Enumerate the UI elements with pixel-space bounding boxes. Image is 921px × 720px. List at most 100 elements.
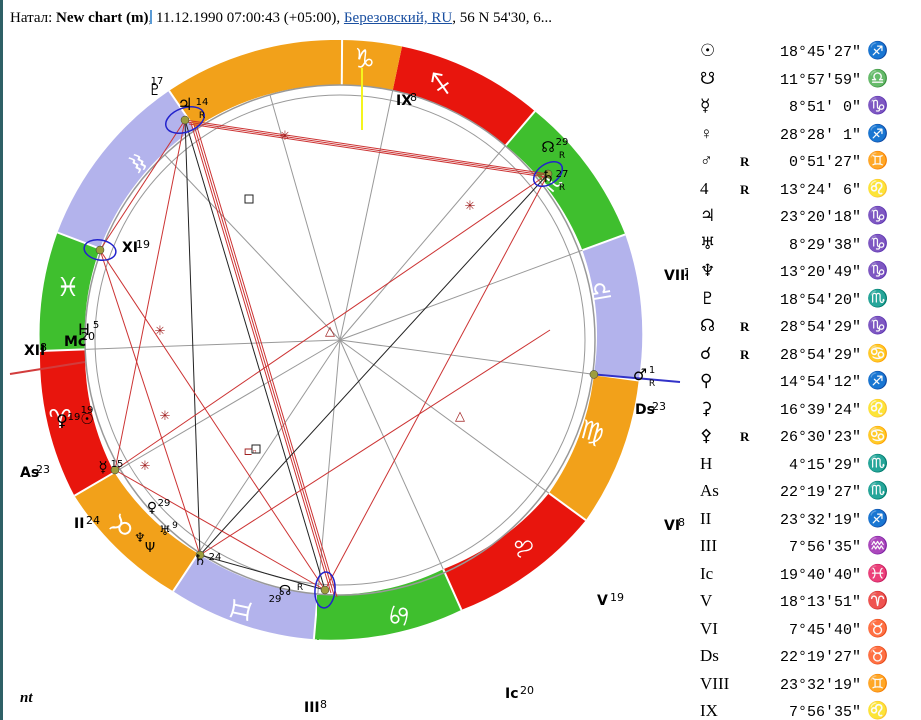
row-glyph: ☋	[700, 66, 740, 92]
svg-text:24: 24	[684, 266, 688, 279]
row-glyph: ♃	[700, 203, 740, 229]
row-glyph: VI	[700, 616, 740, 642]
row-glyph: As	[700, 478, 740, 504]
row-glyph: ♇	[700, 286, 740, 312]
svg-text:✳: ✳	[140, 458, 151, 473]
svg-text:△: △	[455, 408, 465, 423]
table-row: ♆ 13°20′49″ ♑	[700, 258, 915, 286]
row-sign: ♌	[867, 698, 889, 720]
svg-text:R: R	[649, 379, 655, 389]
row-glyph: ⚴	[700, 423, 740, 449]
svg-text:29: 29	[556, 137, 569, 148]
svg-text:Ψ: Ψ	[145, 541, 155, 556]
svg-text:✳: ✳	[160, 408, 171, 423]
natal-wheel: ♑ ♒ ♓ ♈ ♉ ♊ ♋ ♌ ♍ ♎ ♏ ♐	[8, 40, 688, 720]
row-value: 14°54′12″	[757, 370, 867, 396]
row-sign: ♓	[867, 561, 889, 587]
table-row: Ds 22°19′27″ ♉	[700, 643, 915, 671]
table-row: II 23°32′19″ ♐	[700, 506, 915, 534]
table-row: ⚴ R 26°30′23″ ♋	[700, 423, 915, 451]
table-row: ☊ R 28°54′29″ ♑	[700, 313, 915, 341]
table-row: ♅ 8°29′38″ ♑	[700, 231, 915, 259]
svg-text:Ic: Ic	[505, 686, 519, 702]
row-glyph: ♅	[700, 231, 740, 257]
svg-text:R: R	[199, 111, 205, 121]
row-value: 23°32′19″	[757, 673, 867, 699]
svg-text:R: R	[297, 583, 303, 593]
svg-text:8: 8	[410, 91, 417, 104]
row-glyph: ⚲	[700, 368, 740, 394]
svg-text:9: 9	[172, 521, 178, 531]
row-glyph: ☊	[700, 313, 740, 339]
row-value: 13°24′ 6″	[757, 178, 867, 204]
row-value: 8°51′ 0″	[757, 95, 867, 121]
svg-text:♂: ♂	[633, 365, 647, 384]
row-glyph: ☌	[700, 341, 740, 367]
row-value: 28°54′29″	[757, 315, 867, 341]
row-value: 11°57′59″	[757, 68, 867, 94]
chart-title: New chart (m)	[56, 10, 148, 26]
table-row: H 4°15′29″ ♏	[700, 451, 915, 479]
row-retro: R	[740, 424, 757, 450]
row-value: 7°56′35″	[757, 700, 867, 720]
svg-text:19: 19	[68, 412, 81, 423]
table-row: As 22°19′27″ ♏	[700, 478, 915, 506]
row-sign: ♐	[867, 38, 889, 64]
table-row: VI 7°45′40″ ♉	[700, 616, 915, 644]
row-sign: ♑	[867, 203, 889, 229]
row-sign: ♈	[867, 588, 889, 614]
svg-text:19: 19	[610, 591, 624, 604]
svg-text:20: 20	[81, 330, 95, 343]
svg-text:R: R	[559, 151, 565, 161]
table-row: ☌ R 28°54′29″ ♋	[700, 341, 915, 369]
svg-text:V: V	[597, 593, 608, 609]
table-row: VIII 23°32′19″ ♊	[700, 671, 915, 699]
header-datetime: , 11.12.1990 07:00:43 (+05:00),	[149, 10, 344, 26]
table-row: ♇ 18°54′20″ ♏	[700, 286, 915, 314]
row-sign: ♏	[867, 451, 889, 477]
row-retro: R	[740, 342, 757, 368]
row-value: 22°19′27″	[757, 645, 867, 671]
svg-text:20: 20	[520, 684, 534, 697]
row-sign: ♉	[867, 616, 889, 642]
row-glyph: ♀	[700, 121, 740, 147]
row-sign: ♏	[867, 286, 889, 312]
row-sign: ♋	[867, 341, 889, 367]
row-glyph: ⚳	[700, 396, 740, 422]
svg-text:III: III	[304, 700, 320, 716]
svg-text:17: 17	[151, 76, 164, 87]
table-row: ☉ 18°45′27″ ♐	[700, 38, 915, 66]
square-aspect-markers	[245, 195, 260, 453]
svg-text:♄: ♄	[193, 551, 206, 569]
row-glyph: ☉	[700, 38, 740, 64]
svg-text:♃: ♃	[177, 95, 192, 115]
row-sign: ♊	[867, 671, 889, 697]
table-row: ♃ 23°20′18″ ♑	[700, 203, 915, 231]
svg-text:14: 14	[196, 97, 209, 108]
table-row: ⚲ 14°54′12″ ♐	[700, 368, 915, 396]
row-retro: R	[740, 177, 757, 203]
svg-text:8: 8	[678, 516, 685, 529]
row-glyph: 4	[700, 176, 740, 202]
row-value: 13°20′49″	[757, 260, 867, 286]
row-sign: ♐	[867, 368, 889, 394]
table-row: Ic 19°40′40″ ♓	[700, 561, 915, 589]
row-glyph: V	[700, 588, 740, 614]
row-glyph: III	[700, 533, 740, 559]
svg-text:♄: ♄	[541, 167, 555, 186]
table-row: ☋ 11°57′59″ ♎	[700, 66, 915, 94]
ephemeris-table: ☉ 18°45′27″ ♐ ☋ 11°57′59″ ♎ ☿ 8°51′ 0″ ♑…	[700, 38, 915, 720]
svg-text:19: 19	[81, 405, 94, 416]
chart-header: Натал: New chart (m), 11.12.1990 07:00:4…	[10, 8, 911, 27]
table-row: ☿ 8°51′ 0″ ♑	[700, 93, 915, 121]
row-value: 7°56′35″	[757, 535, 867, 561]
table-row: ⚳ 16°39′24″ ♌	[700, 396, 915, 424]
svg-text:23: 23	[36, 463, 50, 476]
row-sign: ♑	[867, 313, 889, 339]
window-border	[0, 0, 3, 720]
svg-text:♅: ♅	[159, 524, 171, 539]
location-link[interactable]: Березовский, RU	[344, 10, 452, 26]
svg-text:⊏▫: ⊏▫	[243, 446, 256, 458]
row-sign: ♉	[867, 643, 889, 669]
row-sign: ♑	[867, 231, 889, 257]
